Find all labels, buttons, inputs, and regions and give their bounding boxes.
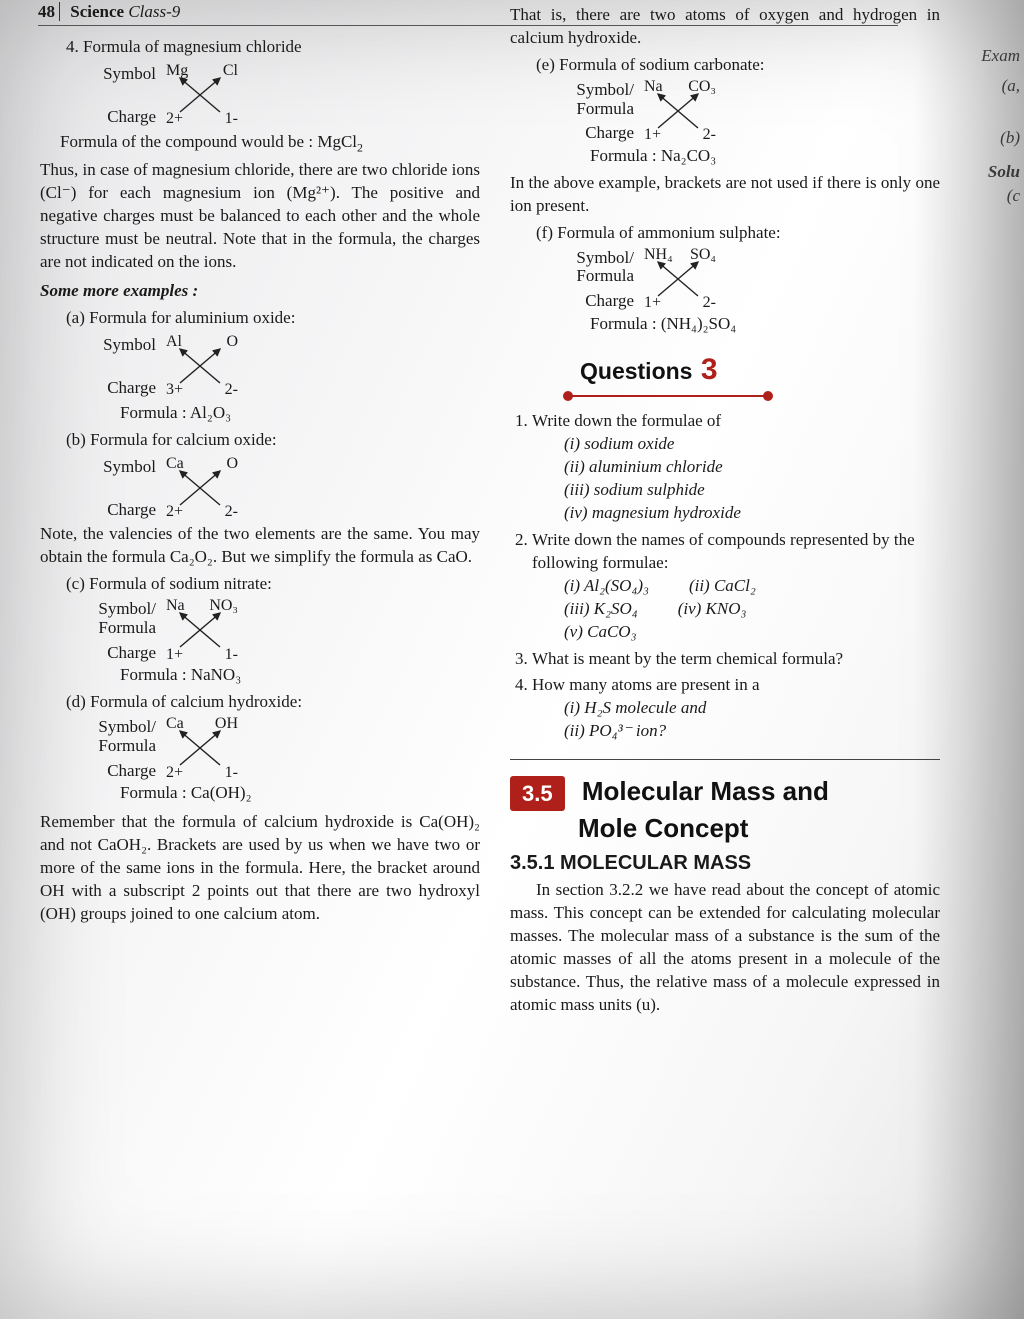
- textbook-page: 48 Science Class-9 Exam (a, (b) Solu (c …: [0, 0, 1024, 1319]
- section-rule: [510, 759, 940, 760]
- d-row: Symbol/ Formula Charge Ca OH 2+ 1-: [86, 718, 480, 780]
- label-charge: Charge: [86, 106, 156, 129]
- cross-arrows-icon: [170, 68, 232, 124]
- edge-a: (a,: [1002, 76, 1020, 96]
- c-cross: Na NO₃ 1+ 1-: [170, 603, 232, 659]
- a-row: Symbol Charge Al O 3+ 2-: [86, 334, 480, 400]
- questions-heading: Questions 3: [580, 350, 718, 391]
- e-row: Symbol/ Formula Charge Na CO₃ 1+ 2-: [556, 81, 940, 143]
- c-formula: Formula : NaNO₃: [120, 664, 480, 687]
- a-label: (a) Formula for aluminium oxide:: [40, 307, 480, 330]
- b-cross: Ca O 2+ 2-: [170, 461, 232, 517]
- e-formula: Formula : Na₂CO₃: [590, 145, 940, 168]
- mgcl-cross: Mg Cl 2+ 1-: [170, 68, 232, 124]
- edge-sol: Solu: [988, 162, 1020, 182]
- right-column: That is, there are two atoms of oxygen a…: [510, 0, 940, 1021]
- d-formula: Formula : Ca(OH)₂: [120, 782, 480, 805]
- sec351-heading: 3.5.1 MOLECULAR MASS: [510, 850, 940, 877]
- e-label: (e) Formula of sodium carbonate:: [510, 54, 940, 77]
- page-header: 48 Science Class-9: [38, 2, 180, 22]
- q2: Write down the names of compounds repres…: [532, 529, 940, 644]
- f-formula: Formula : (NH₄)₂SO₄: [590, 313, 940, 336]
- cross-arrows-icon: [648, 252, 710, 308]
- cross-arrows-icon: [170, 603, 232, 659]
- molecular-para: In section 3.2.2 we have read about the …: [510, 879, 940, 1017]
- a-formula: Formula : Al₂O₃: [120, 402, 480, 425]
- edge-b: (b): [1000, 128, 1020, 148]
- questions-list: Write down the formulae of (i) sodium ox…: [510, 410, 940, 743]
- c-label: (c) Formula of sodium nitrate:: [40, 573, 480, 596]
- d-label: (d) Formula of calcium hydroxide:: [40, 691, 480, 714]
- cross-arrows-icon: [170, 339, 232, 395]
- c-row: Symbol/ Formula Charge Na NO₃ 1+ 1-: [86, 600, 480, 662]
- page-number: 48: [38, 2, 60, 21]
- cross-arrows-icon: [648, 84, 710, 140]
- e-cross: Na CO₃ 1+ 2-: [648, 84, 710, 140]
- r-top: That is, there are two atoms of oxygen a…: [510, 4, 940, 50]
- f-cross: NH₄ SO₄ 1+ 2-: [648, 252, 710, 308]
- class: Class-9: [128, 2, 180, 21]
- remember-para: Remember that the formula of calcium hyd…: [40, 811, 480, 926]
- label-symbol: Symbol: [86, 63, 156, 86]
- edge-exam: Exam: [981, 46, 1020, 66]
- some-more: Some more examples :: [40, 280, 480, 303]
- questions-underline: [568, 392, 768, 400]
- subject: Science: [64, 2, 124, 21]
- mgcl-para: Thus, in case of magnesium chloride, the…: [40, 159, 480, 274]
- b-note: Note, the valencies of the two elements …: [40, 523, 480, 569]
- f-label: (f) Formula of ammonium sulphate:: [510, 222, 940, 245]
- sec35-heading: 3.5 Molecular Mass and Mole Concept: [510, 774, 940, 846]
- item4-title: 4. Formula of magnesium chloride: [40, 36, 480, 59]
- f-row: Symbol/ Formula Charge NH₄ SO₄ 1+ 2-: [556, 249, 940, 311]
- b-label: (b) Formula for calcium oxide:: [40, 429, 480, 452]
- mgcl-row: Symbol Charge Mg Cl 2+ 1-: [86, 63, 480, 129]
- cross-arrows-icon: [170, 461, 232, 517]
- q1: Write down the formulae of (i) sodium ox…: [532, 410, 940, 525]
- d-cross: Ca OH 2+ 1-: [170, 721, 232, 777]
- b-row: Symbol Charge Ca O 2+ 2-: [86, 456, 480, 522]
- edge-c: (c: [1007, 186, 1020, 206]
- a-cross: Al O 3+ 2-: [170, 339, 232, 395]
- q4: How many atoms are present in a (i) H₂S …: [532, 674, 940, 743]
- e-note: In the above example, brackets are not u…: [510, 172, 940, 218]
- cross-arrows-icon: [170, 721, 232, 777]
- mgcl-formula-line: Formula of the compound would be : MgCl2: [60, 131, 480, 155]
- q3-item: What is meant by the term chemical formu…: [532, 648, 940, 671]
- left-column: 4. Formula of magnesium chloride Symbol …: [40, 36, 480, 930]
